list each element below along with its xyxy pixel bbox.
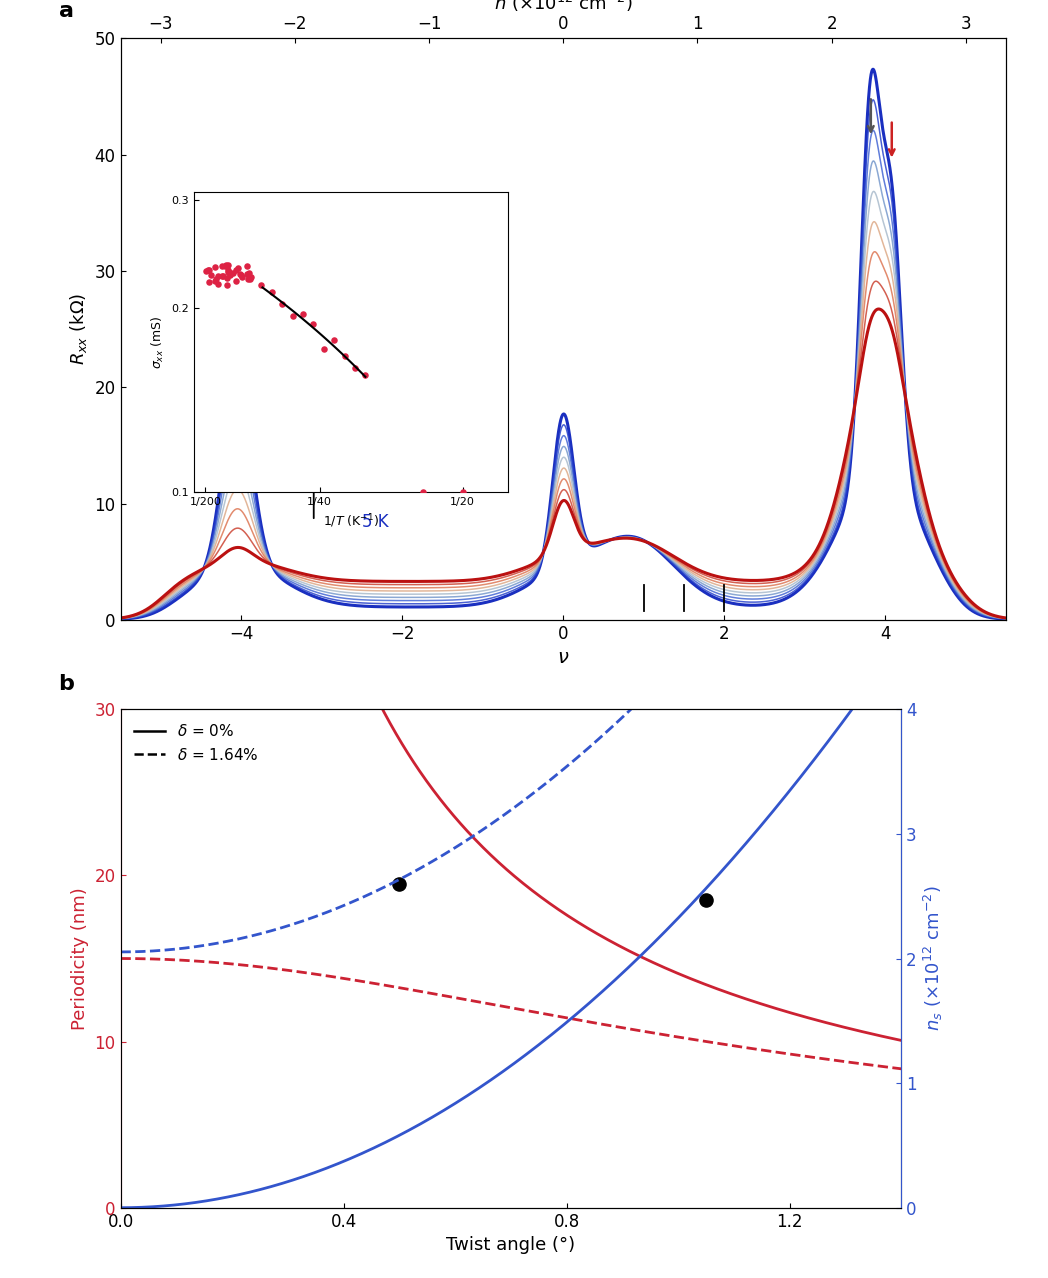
Point bbox=[198, 261, 215, 281]
Point bbox=[240, 268, 257, 289]
Point bbox=[315, 339, 332, 359]
Text: 5 K: 5 K bbox=[362, 512, 389, 530]
Point bbox=[305, 313, 322, 334]
Point bbox=[220, 262, 237, 282]
Point bbox=[219, 275, 236, 295]
X-axis label: Twist angle (°): Twist angle (°) bbox=[446, 1236, 575, 1254]
Point bbox=[221, 263, 238, 284]
Point bbox=[218, 254, 235, 275]
Point bbox=[240, 263, 257, 284]
Point bbox=[200, 261, 217, 281]
Point bbox=[214, 256, 231, 276]
Point bbox=[698, 889, 715, 910]
Point bbox=[210, 266, 226, 286]
Point bbox=[214, 266, 231, 286]
Point bbox=[357, 366, 374, 386]
Point bbox=[224, 262, 241, 282]
Point bbox=[200, 259, 217, 280]
Point bbox=[219, 259, 236, 280]
Text: a: a bbox=[59, 1, 73, 20]
Point bbox=[228, 271, 245, 291]
Point bbox=[336, 346, 353, 367]
Point bbox=[206, 271, 223, 291]
Point bbox=[284, 307, 301, 327]
Point bbox=[200, 271, 217, 291]
Point bbox=[242, 270, 259, 290]
X-axis label: $1/T$ (K$^{-1}$): $1/T$ (K$^{-1}$) bbox=[323, 512, 379, 530]
Point bbox=[221, 262, 238, 282]
Text: b: b bbox=[58, 675, 74, 694]
Point bbox=[454, 482, 471, 502]
Point bbox=[218, 268, 235, 289]
Point bbox=[326, 330, 343, 350]
Text: 80 K: 80 K bbox=[362, 460, 399, 478]
Point bbox=[230, 257, 246, 277]
X-axis label: $\nu$: $\nu$ bbox=[558, 648, 569, 667]
Point bbox=[232, 263, 248, 284]
Y-axis label: $R_{xx}$ (k$\Omega$): $R_{xx}$ (k$\Omega$) bbox=[68, 293, 89, 366]
Point bbox=[347, 358, 364, 378]
Point bbox=[220, 254, 237, 275]
Point bbox=[215, 266, 232, 286]
Point bbox=[203, 265, 220, 285]
Point bbox=[391, 874, 408, 895]
Point bbox=[239, 265, 256, 285]
Point bbox=[263, 281, 280, 302]
Point bbox=[414, 482, 431, 502]
Point bbox=[227, 259, 244, 280]
Y-axis label: $n_s$ ($\times$10$^{12}$ cm$^{-2}$): $n_s$ ($\times$10$^{12}$ cm$^{-2}$) bbox=[922, 886, 945, 1031]
Point bbox=[222, 265, 239, 285]
Point bbox=[234, 267, 250, 288]
Y-axis label: Periodicity (nm): Periodicity (nm) bbox=[71, 887, 89, 1030]
Point bbox=[239, 256, 256, 276]
Point bbox=[217, 256, 234, 276]
Point bbox=[210, 273, 226, 294]
X-axis label: $n$ ($\times$10$^{12}$ cm$^{-2}$): $n$ ($\times$10$^{12}$ cm$^{-2}$) bbox=[494, 0, 633, 14]
Y-axis label: $\sigma_{xx}$ (mS): $\sigma_{xx}$ (mS) bbox=[150, 316, 166, 368]
Point bbox=[253, 275, 269, 295]
Point bbox=[243, 267, 260, 288]
Point bbox=[208, 268, 224, 289]
Point bbox=[294, 304, 311, 325]
Point bbox=[206, 257, 223, 277]
Legend: $\delta$ = 0%, $\delta$ = 1.64%: $\delta$ = 0%, $\delta$ = 1.64% bbox=[128, 717, 265, 769]
Point bbox=[233, 265, 249, 285]
Point bbox=[274, 294, 290, 314]
